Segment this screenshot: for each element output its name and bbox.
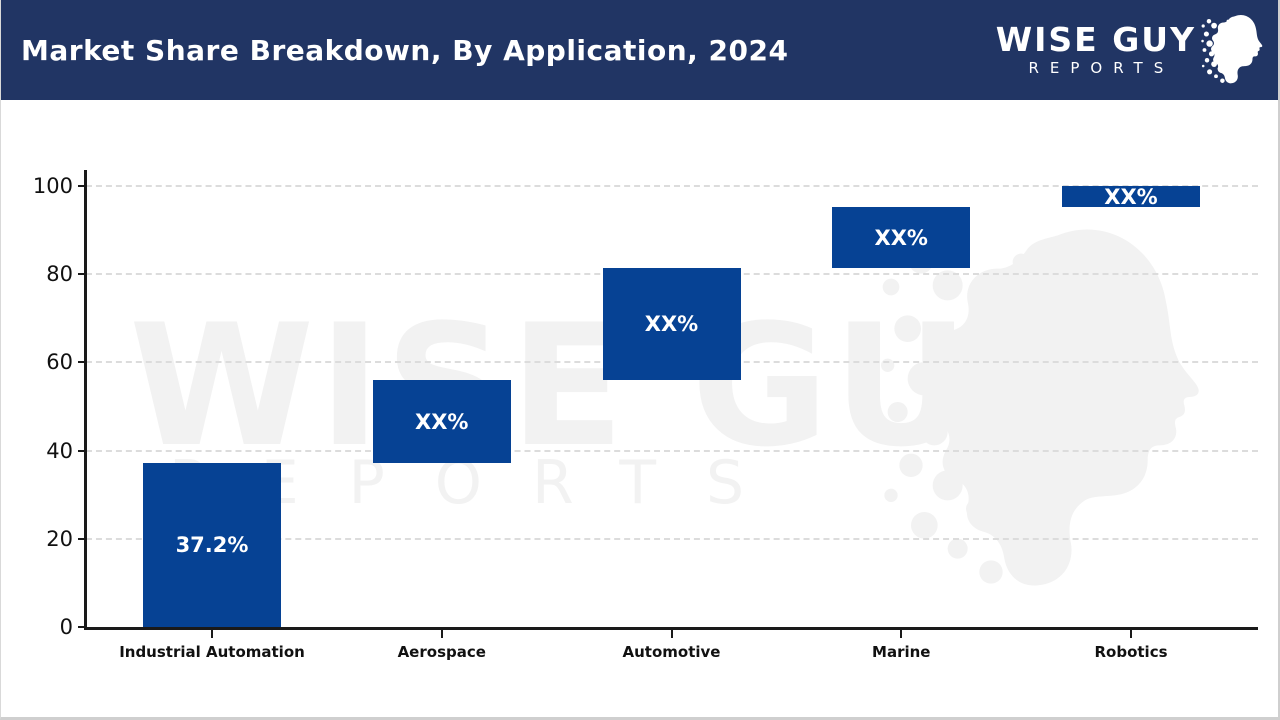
y-axis-tick-label: 60: [46, 350, 73, 375]
bar-value-label: XX%: [874, 225, 928, 250]
y-axis-tick: [78, 449, 86, 452]
x-axis-category-label: Robotics: [1094, 643, 1168, 661]
y-axis-spine: [84, 170, 87, 630]
x-axis-category-label: Industrial Automation: [119, 643, 305, 661]
y-axis-tick-label: 0: [59, 615, 73, 639]
gridline: [86, 537, 1258, 540]
gridline: [86, 185, 1258, 187]
x-axis-tick: [440, 630, 443, 638]
chart-title: Market Share Breakdown, By Application, …: [21, 33, 789, 67]
bar-marine: XX%: [832, 207, 971, 268]
x-axis-category-label: Aerospace: [397, 643, 486, 661]
y-axis-tick: [78, 537, 86, 540]
y-axis-tick-label: 20: [46, 526, 73, 551]
x-axis-category-label: Automotive: [622, 643, 721, 661]
bar-value-label: XX%: [415, 409, 469, 434]
y-axis-tick: [78, 626, 86, 628]
x-axis-tick: [211, 630, 213, 638]
bar-robotics: XX%: [1062, 184, 1200, 209]
gridline: [86, 449, 1258, 452]
header-bar: Market Share Breakdown, By Application, …: [1, 0, 1278, 100]
waterfall-chart: WISE GUY REPORTS 0 20 40 60 80 100 37.2% Indust…: [1, 100, 1280, 717]
bar-aerospace: XX%: [372, 380, 511, 463]
brand-logo-text: WISE GUY REPORTS: [996, 22, 1196, 78]
brand-subtitle: REPORTS: [1028, 59, 1175, 77]
brand-head-icon: [1200, 11, 1264, 89]
x-axis-category-label: Marine: [872, 643, 931, 661]
brand-logo: WISE GUY REPORTS: [996, 0, 1278, 100]
bar-value-label: 37.2%: [175, 532, 249, 557]
x-axis-tick: [900, 630, 903, 638]
y-axis-tick: [78, 273, 86, 276]
y-axis-tick: [78, 361, 86, 364]
y-axis-tick-label: 40: [46, 438, 73, 463]
x-axis-tick: [1130, 630, 1132, 638]
x-axis-spine: [84, 627, 1258, 630]
bar-value-label: XX%: [644, 312, 699, 337]
bar-automotive: XX%: [602, 268, 741, 381]
watermark-head-icon: [873, 212, 1209, 612]
bar-value-label: XX%: [1104, 184, 1158, 209]
brand-name: WISE GUY: [995, 20, 1196, 59]
y-axis-tick-label: 100: [32, 174, 73, 198]
bar-industrial-automation: 37.2%: [143, 462, 281, 627]
y-axis-tick-label: 80: [46, 262, 73, 287]
x-axis-tick: [670, 630, 673, 638]
y-axis-tick: [78, 185, 86, 187]
